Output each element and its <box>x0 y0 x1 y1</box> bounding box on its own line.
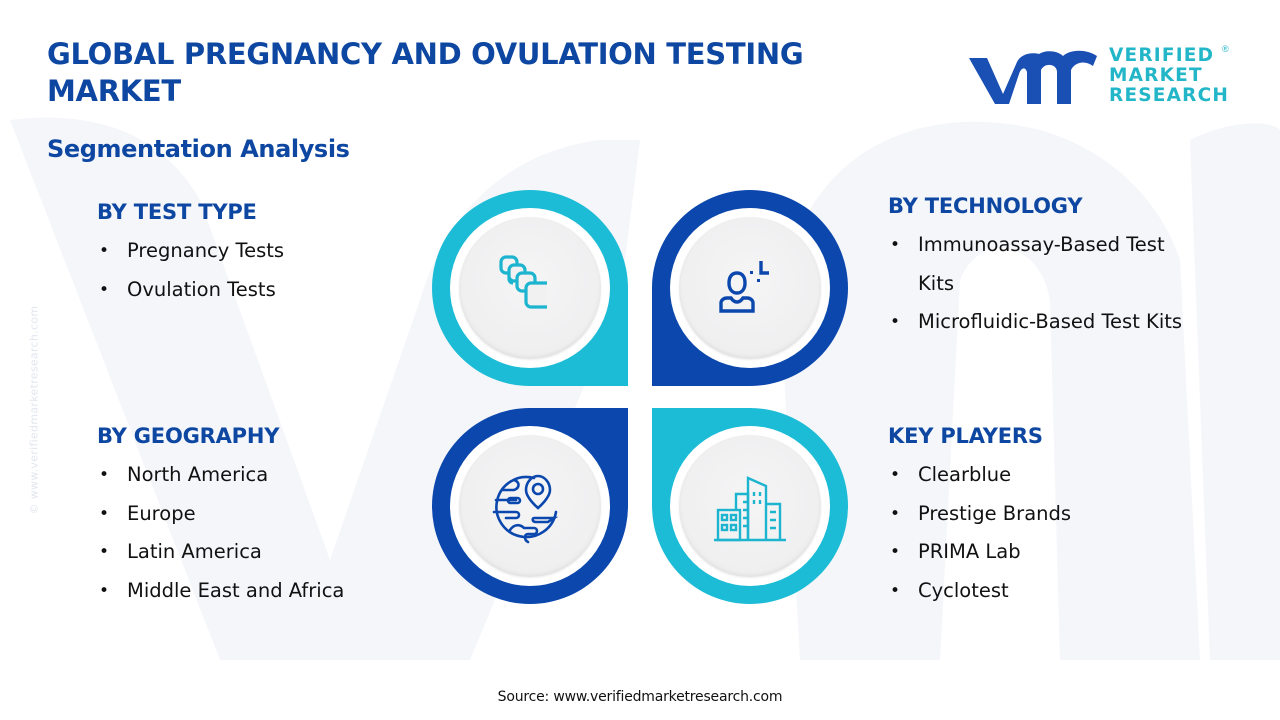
list-item: Latin America <box>97 533 344 572</box>
watermark-side-text: © www.verifiedmarketresearch.com <box>27 305 41 515</box>
segment-heading: BY TECHNOLOGY <box>888 194 1083 218</box>
quad-key-players <box>652 408 848 604</box>
list-item: Prestige Brands <box>888 495 1071 534</box>
list-item: Pregnancy Tests <box>97 232 284 271</box>
icon-disc <box>459 435 601 577</box>
segment-heading: KEY PLAYERS <box>888 424 1043 448</box>
list-item: Europe <box>97 495 344 534</box>
segment-list: North America Europe Latin America Middl… <box>97 456 344 610</box>
segment-heading: BY TEST TYPE <box>97 200 257 224</box>
logo-line-market: MARKET <box>1109 65 1203 86</box>
vmr-logo-mark-icon <box>969 50 1097 104</box>
segment-geography: BY GEOGRAPHY North America Europe Latin … <box>97 424 344 610</box>
segment-technology: BY TECHNOLOGY Immunoassay-Based Test Kit… <box>888 194 1208 342</box>
list-item: Clearblue <box>888 456 1071 495</box>
vmr-logo <box>965 44 1235 110</box>
source-caption: Source: www.verifiedmarketresearch.com <box>497 689 783 705</box>
logo-line-verified: VERIFIED <box>1109 45 1215 66</box>
quad-test-type <box>432 190 628 386</box>
list-item: Cyclotest <box>888 572 1071 611</box>
registered-mark: ® <box>1222 44 1229 54</box>
list-item: Immunoassay-Based Test Kits <box>888 226 1198 303</box>
list-item: North America <box>97 456 344 495</box>
quad-technology <box>652 190 848 386</box>
user-analysis-icon <box>719 261 769 313</box>
icon-disc <box>679 435 821 577</box>
page-title: GLOBAL PREGNANCY AND OVULATION TESTING M… <box>47 37 804 108</box>
buildings-icon <box>714 476 786 542</box>
logo-line-research: RESEARCH <box>1109 85 1230 106</box>
globe-pin-icon <box>492 474 559 544</box>
icon-disc <box>679 217 821 359</box>
list-item: PRIMA Lab <box>888 533 1071 572</box>
segment-list: Pregnancy Tests Ovulation Tests <box>97 232 284 309</box>
segment-list: Immunoassay-Based Test Kits Microfluidic… <box>888 226 1198 342</box>
segment-test-type: BY TEST TYPE Pregnancy Tests Ovulation T… <box>97 200 284 309</box>
list-item: Middle East and Africa <box>97 572 344 611</box>
quad-geography <box>432 408 628 604</box>
vmr-logo-text: VERIFIED MARKET RESEARCH <box>1109 46 1229 106</box>
segment-heading: BY GEOGRAPHY <box>97 424 280 448</box>
segment-key-players: KEY PLAYERS Clearblue Prestige Brands PR… <box>888 424 1071 610</box>
segment-list: Clearblue Prestige Brands PRIMA Lab Cycl… <box>888 456 1071 610</box>
list-item: Ovulation Tests <box>97 271 284 310</box>
list-item: Microfluidic-Based Test Kits <box>888 303 1198 342</box>
page-subtitle: Segmentation Analysis <box>47 135 350 163</box>
stacked-cards-icon <box>499 255 547 309</box>
